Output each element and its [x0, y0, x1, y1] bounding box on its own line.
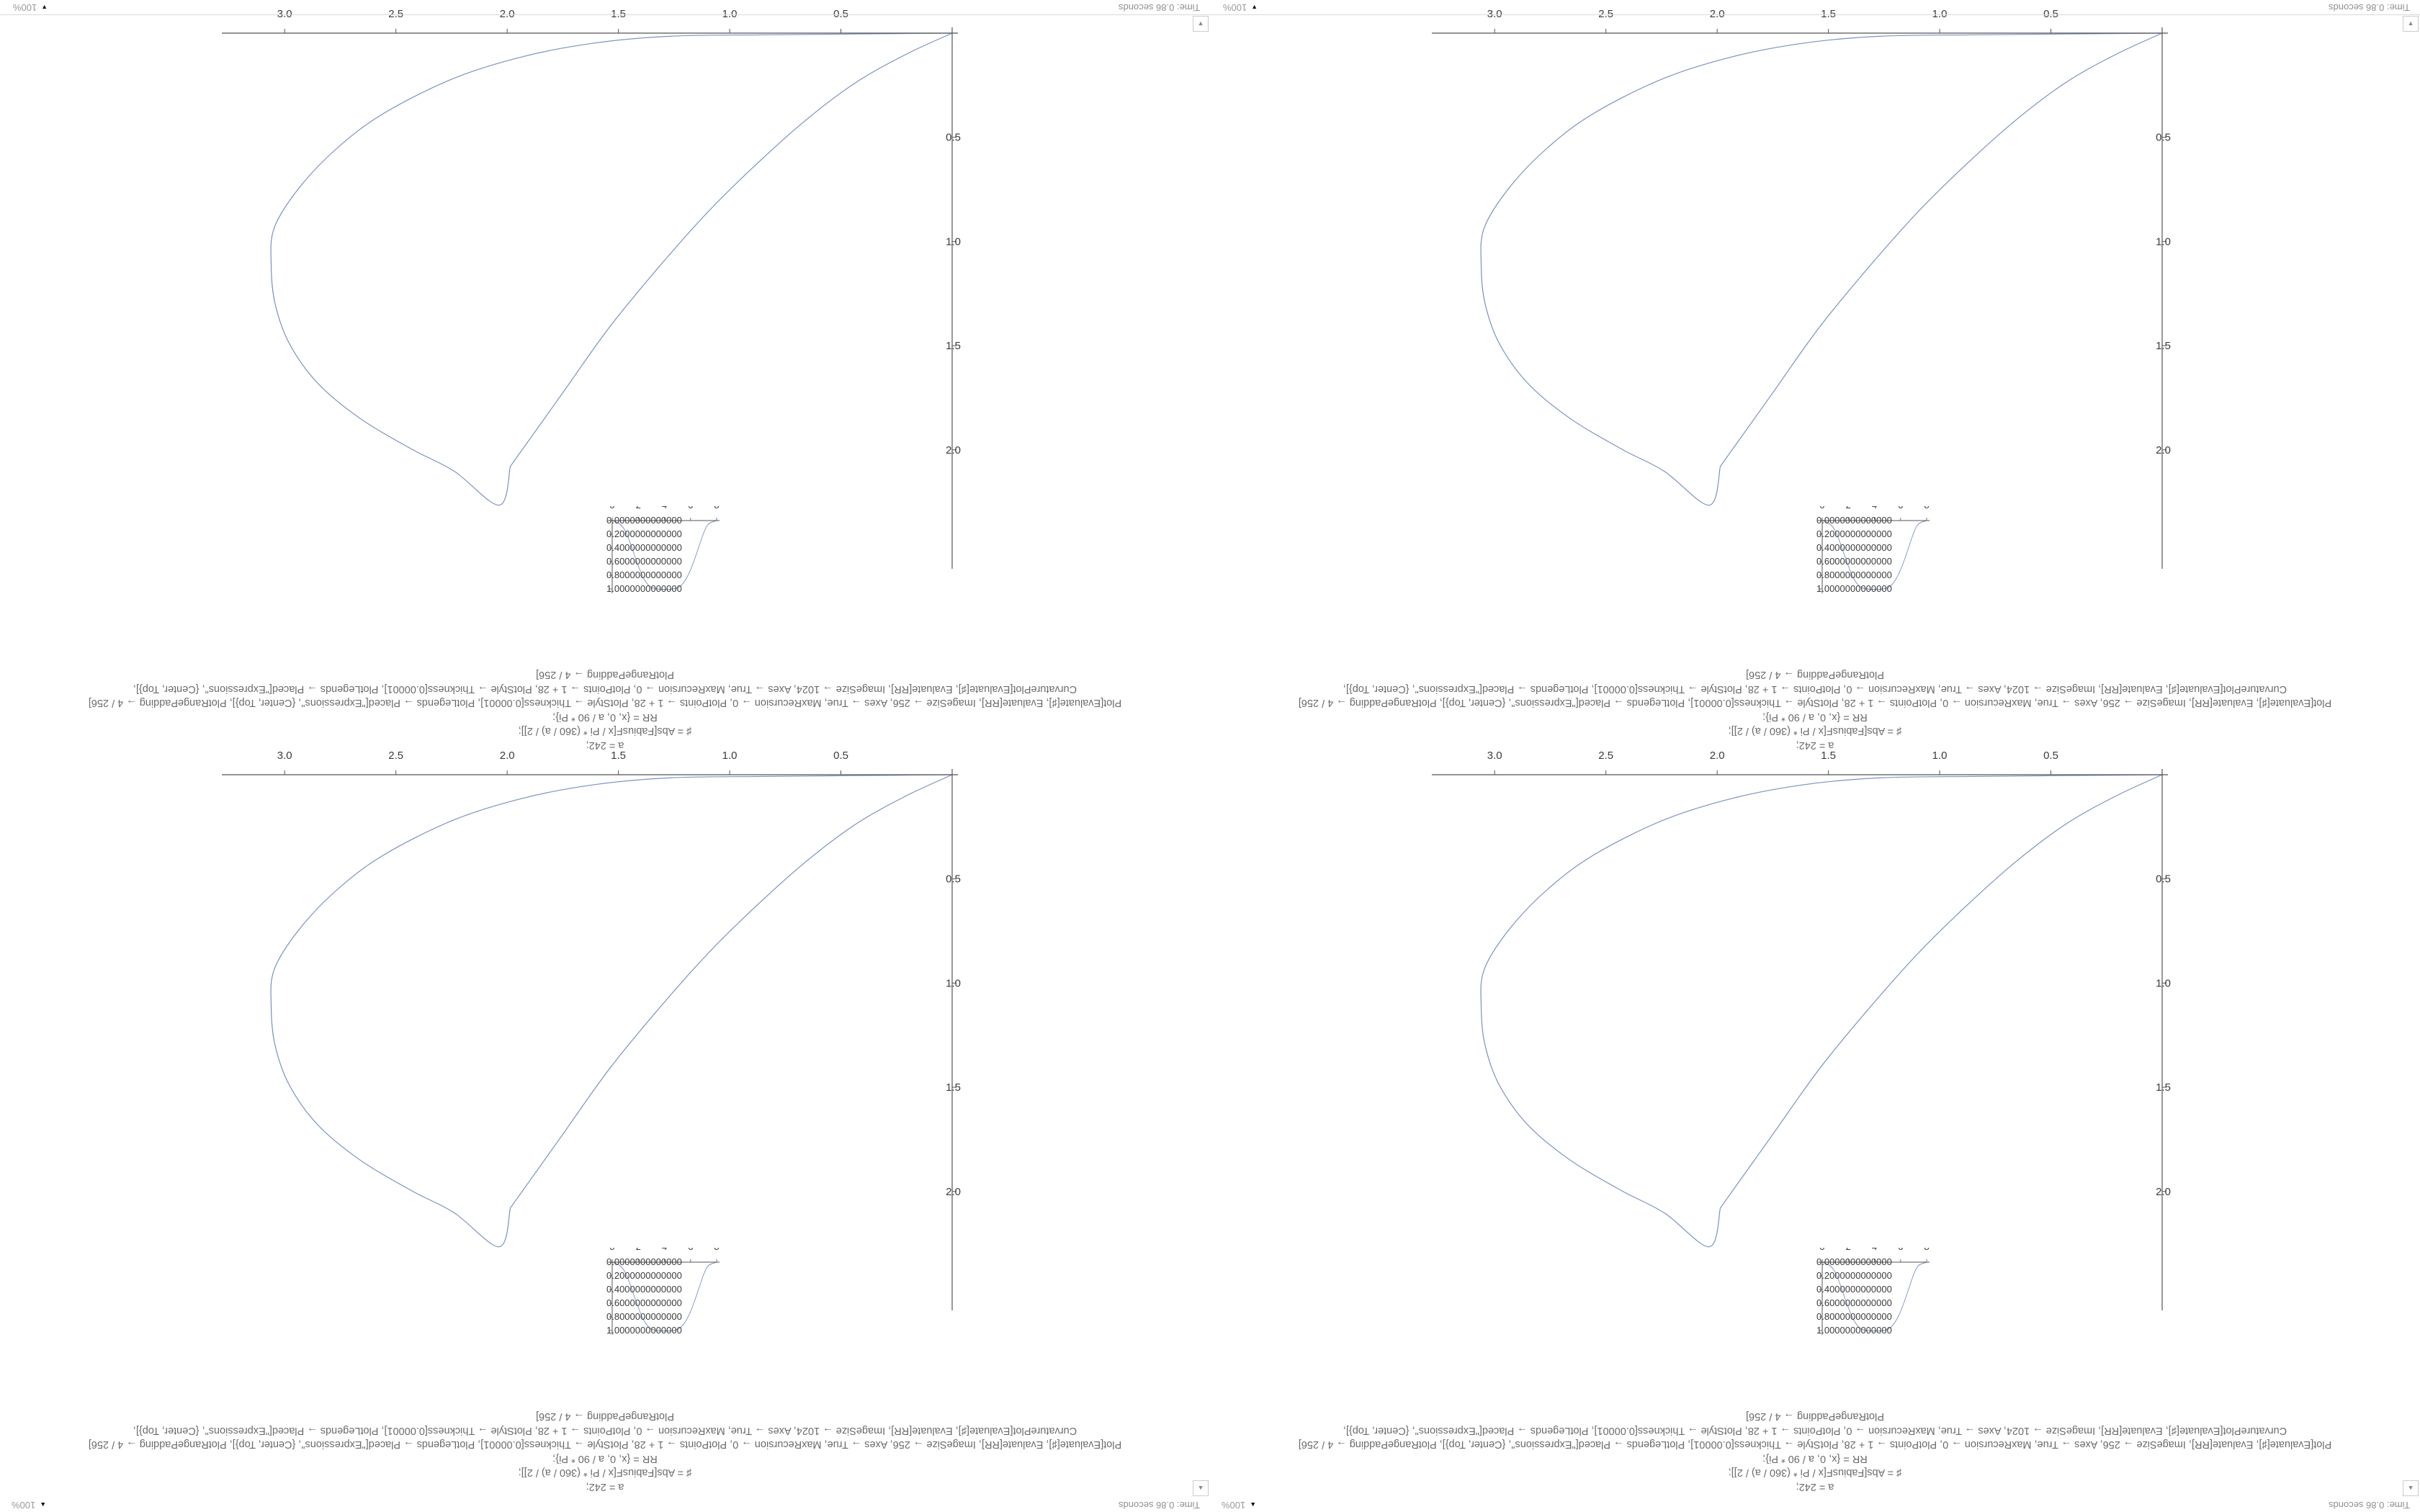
svg-text:6: 6	[688, 506, 693, 510]
svg-text:1.0000000000000: 1.0000000000000	[1816, 583, 1892, 594]
svg-text:4: 4	[662, 1248, 667, 1252]
svg-text:6: 6	[688, 1248, 693, 1252]
svg-text:2.0: 2.0	[946, 1186, 961, 1198]
svg-text:1.0000000000000: 1.0000000000000	[1816, 1325, 1892, 1336]
svg-text:0.0000000000000: 0.0000000000000	[1816, 1256, 1892, 1267]
svg-text:0.0000000000000: 0.0000000000000	[606, 515, 682, 526]
svg-text:4: 4	[1872, 506, 1877, 510]
svg-text:4: 4	[662, 506, 667, 510]
svg-text:1.5: 1.5	[2156, 340, 2171, 352]
svg-text:6: 6	[1898, 1248, 1903, 1252]
svg-text:0.2000000000000: 0.2000000000000	[1816, 528, 1892, 539]
svg-text:2.0: 2.0	[2156, 1186, 2171, 1198]
svg-text:1.0: 1.0	[2156, 977, 2171, 989]
svg-text:2: 2	[636, 506, 641, 510]
svg-text:0.8000000000000: 0.8000000000000	[606, 570, 682, 580]
svg-text:2: 2	[1846, 506, 1851, 510]
svg-text:0: 0	[609, 506, 614, 510]
svg-text:2: 2	[1846, 1248, 1851, 1252]
svg-text:0.5: 0.5	[946, 132, 961, 144]
svg-text:2.0: 2.0	[946, 444, 961, 456]
svg-text:0.4000000000000: 0.4000000000000	[1816, 542, 1892, 553]
svg-text:1.0: 1.0	[2156, 235, 2171, 248]
svg-text:1.5: 1.5	[2156, 1081, 2171, 1094]
svg-text:0.8000000000000: 0.8000000000000	[606, 1311, 682, 1322]
svg-text:6: 6	[1898, 506, 1903, 510]
svg-text:0.5: 0.5	[2156, 132, 2171, 144]
svg-text:0.2000000000000: 0.2000000000000	[606, 1270, 682, 1281]
svg-text:4: 4	[1872, 1248, 1877, 1252]
svg-text:0.5: 0.5	[2156, 873, 2171, 886]
svg-text:0.0000000000000: 0.0000000000000	[606, 1256, 682, 1267]
svg-text:0: 0	[1819, 506, 1824, 510]
svg-text:0.6000000000000: 0.6000000000000	[1816, 1297, 1892, 1308]
svg-text:2.0: 2.0	[2156, 444, 2171, 456]
svg-text:0.8000000000000: 0.8000000000000	[1816, 1311, 1892, 1322]
svg-text:0.8000000000000: 0.8000000000000	[1816, 570, 1892, 580]
svg-text:8: 8	[714, 1248, 719, 1252]
svg-text:2: 2	[636, 1248, 641, 1252]
svg-text:1.5: 1.5	[946, 1081, 961, 1094]
svg-text:1.0000000000000: 1.0000000000000	[606, 583, 682, 594]
svg-text:0.5: 0.5	[946, 873, 961, 886]
svg-text:1.5: 1.5	[946, 340, 961, 352]
svg-text:0.2000000000000: 0.2000000000000	[1816, 1270, 1892, 1281]
svg-text:8: 8	[1924, 1248, 1929, 1252]
svg-text:0.4000000000000: 0.4000000000000	[606, 1284, 682, 1295]
svg-text:1.0000000000000: 1.0000000000000	[606, 1325, 682, 1336]
svg-text:0.6000000000000: 0.6000000000000	[606, 556, 682, 567]
svg-text:0.2000000000000: 0.2000000000000	[606, 528, 682, 539]
svg-text:0.6000000000000: 0.6000000000000	[1816, 556, 1892, 567]
svg-text:0.6000000000000: 0.6000000000000	[606, 1297, 682, 1308]
svg-text:0: 0	[609, 1248, 614, 1252]
svg-text:8: 8	[714, 506, 719, 510]
svg-text:8: 8	[1924, 506, 1929, 510]
svg-text:1.0: 1.0	[946, 235, 961, 248]
svg-text:0.0000000000000: 0.0000000000000	[1816, 515, 1892, 526]
svg-text:0: 0	[1819, 1248, 1824, 1252]
svg-text:1.0: 1.0	[946, 977, 961, 989]
svg-text:0.4000000000000: 0.4000000000000	[606, 542, 682, 553]
svg-text:0.4000000000000: 0.4000000000000	[1816, 1284, 1892, 1295]
